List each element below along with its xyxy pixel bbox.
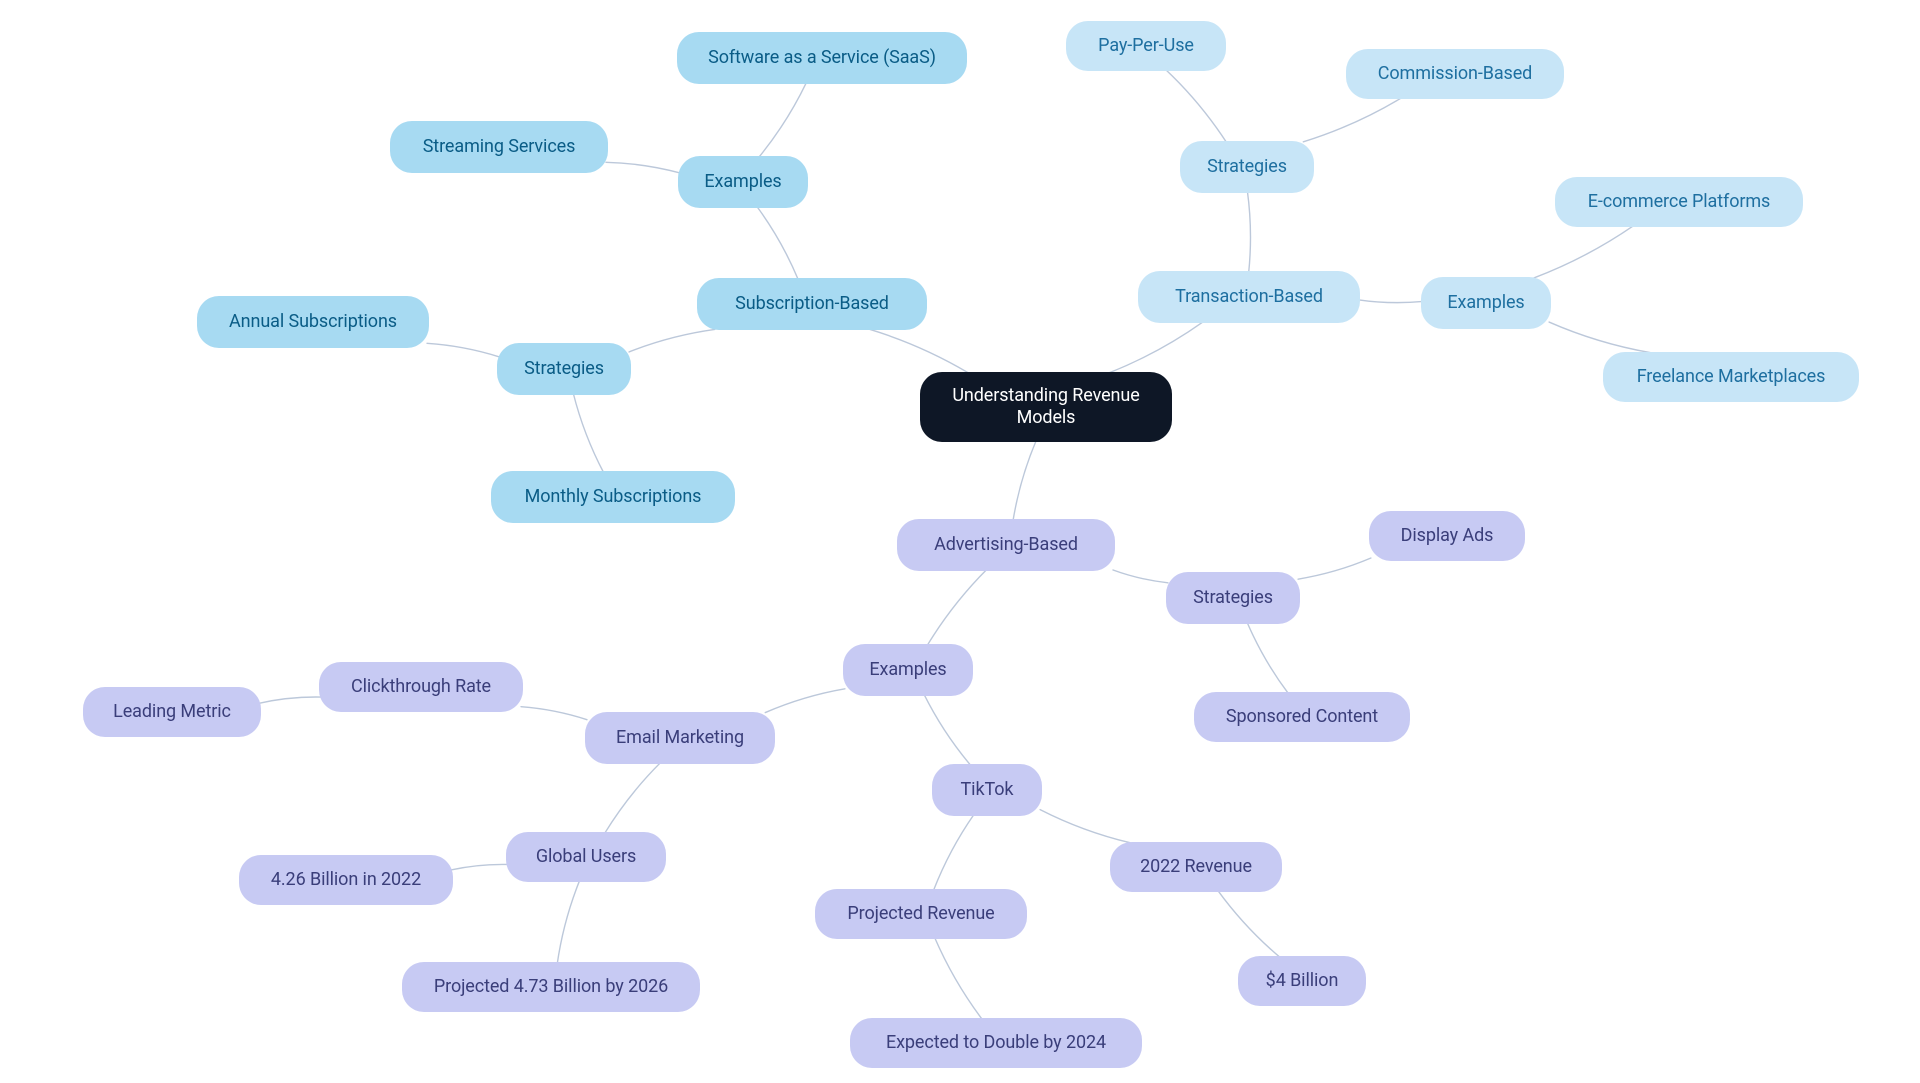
edge <box>1549 322 1650 353</box>
node-trnSt[interactable]: Strategies <box>1180 141 1314 193</box>
node-label: Strategies <box>524 358 604 381</box>
node-trnS1[interactable]: Pay-Per-Use <box>1066 21 1226 71</box>
node-label: Strategies <box>1193 587 1273 610</box>
edge <box>259 697 321 703</box>
edge <box>1113 570 1168 583</box>
edge <box>1247 622 1288 693</box>
edge <box>1247 191 1250 273</box>
node-label: Understanding Revenue Models <box>952 385 1139 430</box>
node-emLM[interactable]: Leading Metric <box>83 687 261 737</box>
node-subS1[interactable]: Annual Subscriptions <box>197 296 429 348</box>
edge <box>573 393 604 473</box>
node-label: Pay-Per-Use <box>1098 35 1194 58</box>
edge <box>1298 558 1371 579</box>
edge <box>869 329 968 373</box>
node-label: Examples <box>704 171 781 194</box>
node-trnE2[interactable]: Freelance Marketplaces <box>1603 352 1859 402</box>
node-label: Projected Revenue <box>847 903 994 926</box>
node-advS1[interactable]: Display Ads <box>1369 511 1525 561</box>
node-subE1[interactable]: Software as a Service (SaaS) <box>677 32 967 84</box>
node-label: Email Marketing <box>616 727 744 750</box>
node-label: Leading Metric <box>113 701 231 724</box>
node-tkPR[interactable]: Projected Revenue <box>815 889 1027 939</box>
node-label: Display Ads <box>1401 525 1494 548</box>
node-label: Annual Subscriptions <box>229 311 397 334</box>
node-trnEx[interactable]: Examples <box>1421 277 1551 329</box>
node-label: Transaction-Based <box>1175 286 1323 309</box>
edge <box>1040 810 1130 843</box>
node-label: Software as a Service (SaaS) <box>708 47 936 70</box>
node-label: E-commerce Platforms <box>1588 191 1770 214</box>
node-subE2[interactable]: Streaming Services <box>390 121 608 173</box>
edge <box>521 707 587 720</box>
node-sub[interactable]: Subscription-Based <box>697 278 927 330</box>
node-label: Freelance Marketplaces <box>1637 366 1826 389</box>
edge <box>765 689 845 713</box>
edge <box>629 329 715 351</box>
edge <box>927 569 987 645</box>
edge <box>1109 322 1203 373</box>
node-tkR22[interactable]: 2022 Revenue <box>1110 842 1282 892</box>
node-tk[interactable]: TikTok <box>932 764 1042 816</box>
node-emGU[interactable]: Global Users <box>506 832 666 882</box>
node-trnE1[interactable]: E-commerce Platforms <box>1555 177 1803 227</box>
node-tkR22v[interactable]: $4 Billion <box>1238 956 1366 1006</box>
edge <box>605 762 661 833</box>
node-label: Subscription-Based <box>735 293 889 316</box>
node-label: Strategies <box>1207 156 1287 179</box>
node-em[interactable]: Email Marketing <box>585 712 775 764</box>
node-label: Examples <box>1447 292 1524 315</box>
node-advEx[interactable]: Examples <box>843 644 973 696</box>
node-adv[interactable]: Advertising-Based <box>897 519 1115 571</box>
node-label: $4 Billion <box>1266 970 1339 993</box>
node-label: Sponsored Content <box>1226 706 1378 729</box>
node-trnS2[interactable]: Commission-Based <box>1346 49 1564 99</box>
edge <box>924 694 971 765</box>
node-emGU2[interactable]: Projected 4.73 Billion by 2026 <box>402 962 700 1012</box>
node-subEx[interactable]: Examples <box>678 156 808 208</box>
mindmap-canvas: Understanding Revenue Models Subscription… <box>0 0 1920 1083</box>
node-root[interactable]: Understanding Revenue Models <box>920 372 1172 442</box>
edge <box>1534 226 1633 278</box>
node-label: Commission-Based <box>1378 63 1532 86</box>
edge <box>1218 891 1280 958</box>
node-label: TikTok <box>961 779 1014 802</box>
edge <box>557 880 580 964</box>
node-label: Expected to Double by 2024 <box>886 1032 1106 1055</box>
edge <box>1166 69 1227 142</box>
edge <box>1303 98 1401 142</box>
node-tkPRv[interactable]: Expected to Double by 2024 <box>850 1018 1142 1068</box>
node-label: Projected 4.73 Billion by 2026 <box>434 976 668 999</box>
edge <box>933 814 974 891</box>
node-label: Examples <box>869 659 946 682</box>
edge <box>757 206 799 279</box>
edge <box>451 864 508 870</box>
node-label: Clickthrough Rate <box>351 676 491 699</box>
edge <box>1358 300 1423 303</box>
edge <box>935 937 983 1019</box>
edge <box>1013 440 1036 521</box>
edge <box>606 162 680 173</box>
node-label: Streaming Services <box>423 136 576 159</box>
edge <box>427 343 499 356</box>
node-emCTR[interactable]: Clickthrough Rate <box>319 662 523 712</box>
node-advS2[interactable]: Sponsored Content <box>1194 692 1410 742</box>
node-label: Global Users <box>536 846 636 869</box>
node-label: Advertising-Based <box>934 534 1078 557</box>
node-subS2[interactable]: Monthly Subscriptions <box>491 471 735 523</box>
node-emGU1[interactable]: 4.26 Billion in 2022 <box>239 855 453 905</box>
node-subSt[interactable]: Strategies <box>497 343 631 395</box>
edge <box>758 82 806 157</box>
node-label: 4.26 Billion in 2022 <box>271 869 421 892</box>
node-trn[interactable]: Transaction-Based <box>1138 271 1360 323</box>
node-advSt[interactable]: Strategies <box>1166 572 1300 624</box>
node-label: 2022 Revenue <box>1140 856 1252 879</box>
node-label: Monthly Subscriptions <box>525 486 702 509</box>
